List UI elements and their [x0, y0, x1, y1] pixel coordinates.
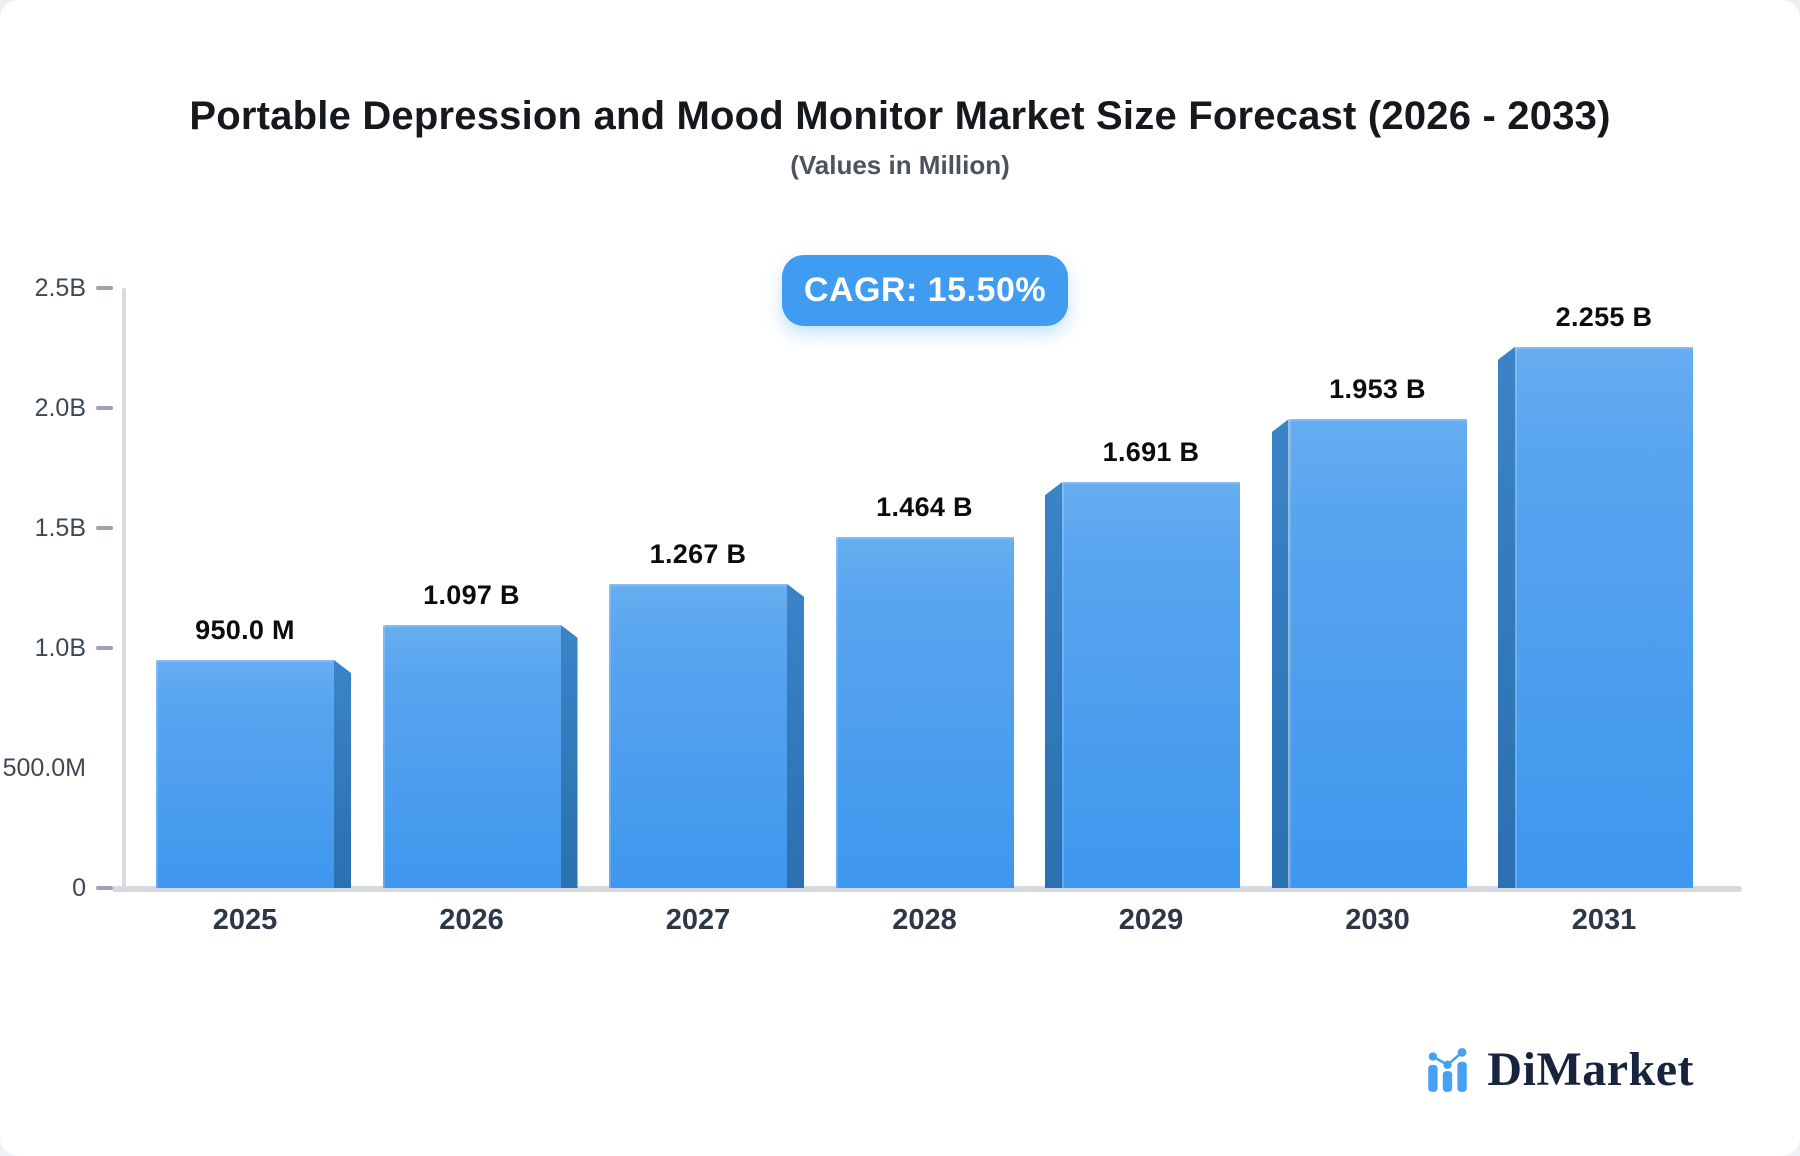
x-axis-baseline: [112, 886, 1742, 892]
bar-2026: [382, 624, 561, 888]
x-axis-label: 2027: [665, 904, 731, 936]
x-axis-label: 2031: [1571, 904, 1637, 936]
chart-subtitle: (Values in Million): [790, 150, 1010, 180]
bar-2025: [156, 660, 334, 888]
bar-value-label: 1.953 B: [1329, 374, 1426, 405]
bar-value-label: 950.0 M: [195, 615, 295, 645]
x-axis-label: 2028: [892, 904, 957, 936]
bar-2028: [835, 536, 1014, 888]
dimarket-logo-icon: [1428, 1047, 1468, 1092]
cagr-badge-label: CAGR: 15.50%: [803, 271, 1047, 309]
bar-side-face: [334, 660, 351, 888]
dimarket-logo: DiMarket: [1423, 1038, 1694, 1100]
bar-2027: [609, 583, 787, 888]
bar-value-label: 1.464 B: [876, 491, 973, 522]
bar-side-face: [1498, 346, 1515, 888]
bar-value-label: 1.097 B: [423, 579, 520, 610]
y-axis-label: 1.0B: [34, 634, 86, 662]
y-axis-tick: [96, 526, 113, 530]
bar-2030: [1288, 419, 1467, 888]
cagr-badge: CAGR: 15.50%: [782, 255, 1068, 326]
bar-2029: [1062, 482, 1240, 888]
bar-value-label: 2.255 B: [1555, 301, 1653, 332]
dimarket-logo-text: DiMarket: [1487, 1042, 1694, 1096]
bar-side-face: [1271, 419, 1289, 888]
y-axis-label: 2.5B: [34, 274, 86, 302]
y-axis-tick: [96, 886, 113, 890]
x-axis-label: 2026: [439, 904, 504, 936]
y-axis-label: 500.0M: [2, 754, 86, 782]
y-axis-label: 1.5B: [34, 514, 86, 542]
y-axis-label: 2.0B: [34, 394, 86, 422]
x-axis-label: 2029: [1118, 904, 1184, 936]
bar-value-label: 1.691 B: [1102, 437, 1200, 468]
bar-side-face: [787, 583, 804, 888]
bar-side-face: [1045, 482, 1062, 888]
bar-2031: [1515, 346, 1693, 888]
x-axis-label: 2025: [212, 904, 278, 936]
bar-value-label: 1.267 B: [649, 538, 747, 569]
chart-title: Portable Depression and Mood Monitor Mar…: [189, 94, 1611, 138]
y-axis-tick: [96, 406, 113, 410]
y-axis-line: [122, 288, 126, 888]
y-axis-label: 0: [72, 874, 86, 902]
bar-side-face: [560, 624, 578, 888]
x-axis-label: 2030: [1345, 904, 1410, 936]
y-axis-tick: [96, 646, 113, 650]
y-axis-tick: [96, 286, 113, 290]
